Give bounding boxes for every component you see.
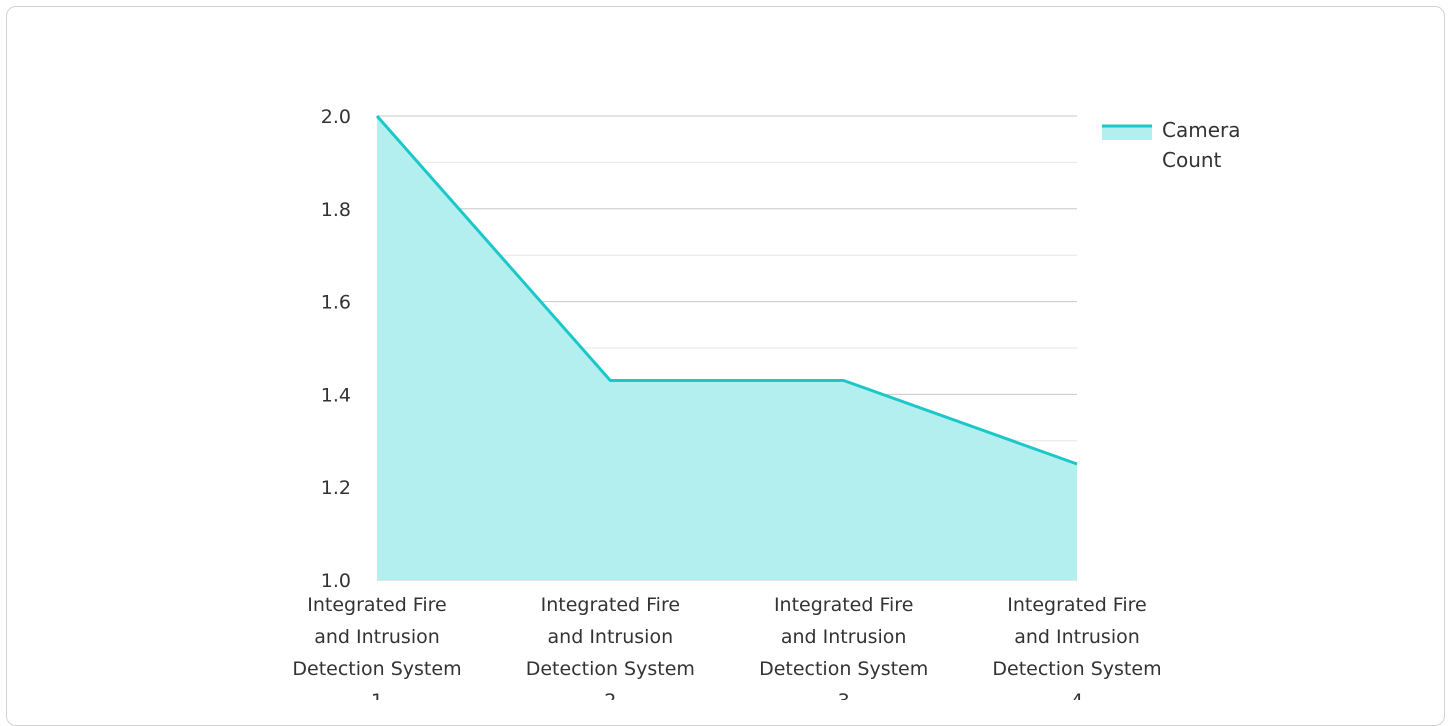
legend[interactable]: Camera Count (1102, 118, 1241, 172)
line-area-chart: 1.0 1.2 1.4 1.6 1.8 2.0 Integrated Fire and In… (292, 106, 1241, 700)
y-axis: 1.0 1.2 1.4 1.6 1.8 2.0 (321, 106, 351, 592)
legend-label: Camera Count (1162, 118, 1241, 172)
x-tick-label: Integrated Fire and Intrusion Detection Sy… (759, 594, 928, 700)
y-tick-label: 1.2 (321, 477, 351, 499)
data-point-3[interactable] (840, 376, 848, 384)
x-tick-label: Integrated Fire and Intrusion Detection Sy… (292, 594, 461, 700)
chart-card (6, 6, 1445, 726)
data-point-4[interactable] (1073, 460, 1081, 468)
y-tick-label: 1.0 (321, 570, 351, 592)
x-tick-label: Integrated Fire and Intrusion Detection Sy… (992, 594, 1161, 700)
x-axis: Integrated Fire and Intrusion Detection Sy… (292, 594, 1161, 700)
data-point-2[interactable] (606, 376, 614, 384)
series-area-fill (377, 116, 1077, 580)
y-tick-label: 1.6 (321, 292, 351, 314)
x-tick-label: Integrated Fire and Intrusion Detection Sy… (526, 594, 695, 700)
legend-swatch-fill (1102, 126, 1152, 140)
y-tick-label: 1.8 (321, 199, 351, 221)
series-line[interactable] (375, 115, 1078, 466)
data-point-1[interactable] (373, 112, 381, 120)
y-tick-label: 1.4 (321, 384, 351, 406)
y-tick-label: 2.0 (321, 106, 351, 128)
area-layer (373, 112, 1081, 580)
